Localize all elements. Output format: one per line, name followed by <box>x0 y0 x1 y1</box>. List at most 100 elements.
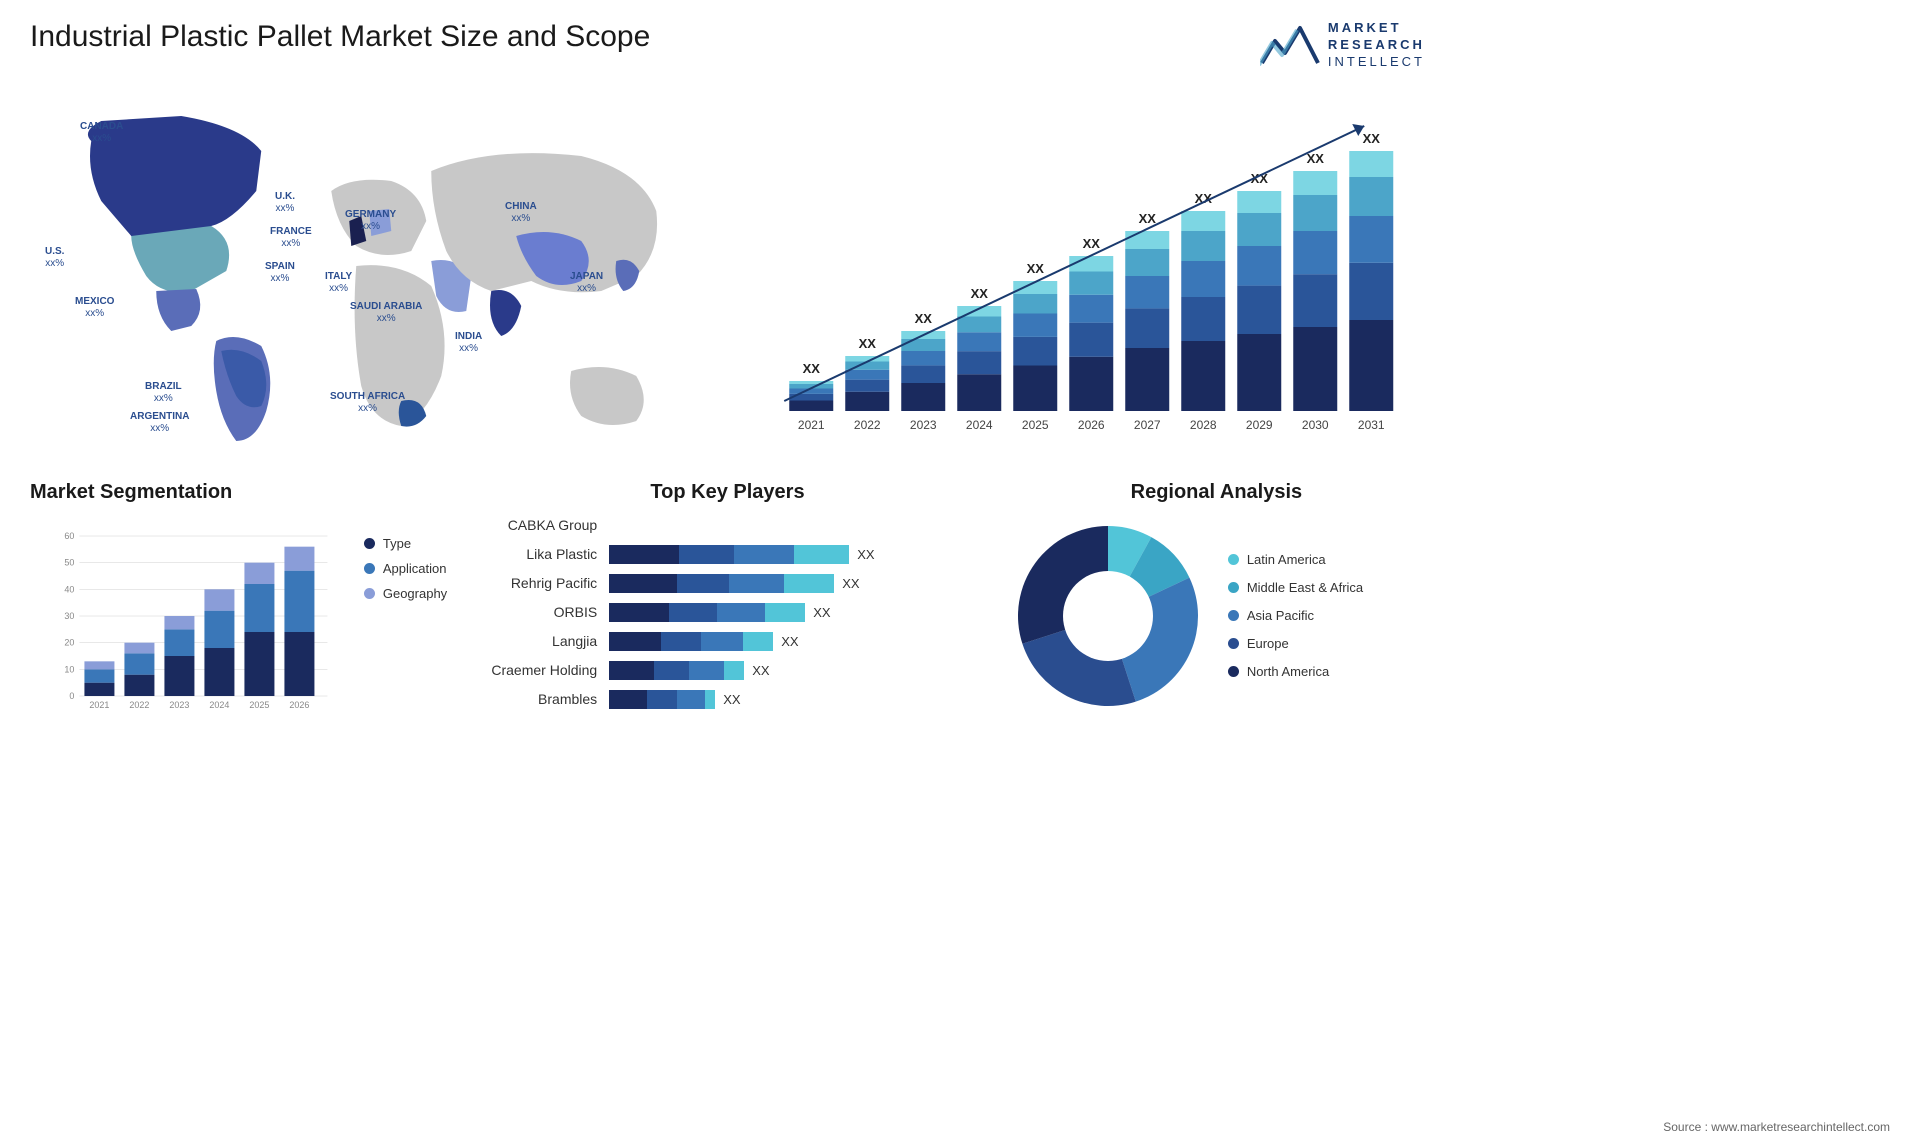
bottom-row: Market Segmentation 0 10 20 30 40 50 60 2021 20… <box>30 481 1425 716</box>
regional-legend-item: Latin America <box>1228 552 1363 567</box>
map-label-france: FRANCExx% <box>270 226 312 250</box>
players-title: Top Key Players <box>477 481 978 504</box>
svg-text:2025: 2025 <box>1021 418 1048 432</box>
player-value: XX <box>813 605 830 620</box>
player-name: CABKA Group <box>477 516 597 535</box>
svg-text:50: 50 <box>64 557 74 567</box>
regional-legend-item: North America <box>1228 664 1363 679</box>
page-title: Industrial Plastic Pallet Market Size an… <box>30 20 650 54</box>
svg-text:2021: 2021 <box>797 418 824 432</box>
map-label-india: INDIAxx% <box>455 331 482 355</box>
map-label-argentina: ARGENTINAxx% <box>130 411 189 435</box>
player-bar <box>609 690 715 709</box>
footer-source: Source : www.marketresearchintellect.com <box>1663 1120 1890 1134</box>
player-name: Langjia <box>477 632 597 651</box>
player-bar <box>609 574 834 593</box>
regional-donut <box>1008 516 1208 716</box>
player-name: Brambles <box>477 690 597 709</box>
player-value: XX <box>723 692 740 707</box>
svg-text:XX: XX <box>1082 236 1100 251</box>
svg-text:XX: XX <box>1138 211 1156 226</box>
map-label-us: U.S.xx% <box>45 246 64 270</box>
svg-text:XX: XX <box>1362 131 1380 146</box>
regional-section: Regional Analysis Latin America Middle Ea… <box>1008 481 1425 716</box>
svg-text:XX: XX <box>1306 151 1324 166</box>
player-row: XX <box>609 690 978 709</box>
svg-text:2024: 2024 <box>209 700 229 710</box>
player-names: CABKA GroupLika PlasticRehrig PacificORB… <box>477 516 597 709</box>
svg-text:XX: XX <box>1026 261 1044 276</box>
svg-text:2022: 2022 <box>853 418 880 432</box>
map-label-germany: GERMANYxx% <box>345 209 396 233</box>
svg-text:0: 0 <box>69 691 74 701</box>
segmentation-chart: 0 10 20 30 40 50 60 2021 2022 2023 2024 2025 2026 <box>30 516 349 716</box>
svg-text:2031: 2031 <box>1357 418 1384 432</box>
map-label-spain: SPAINxx% <box>265 261 295 285</box>
map-label-mexico: MEXICOxx% <box>75 296 114 320</box>
logo: MARKET RESEARCH INTELLECT <box>1260 20 1425 71</box>
svg-text:30: 30 <box>64 611 74 621</box>
player-name: ORBIS <box>477 603 597 622</box>
svg-text:2025: 2025 <box>249 700 269 710</box>
svg-text:2027: 2027 <box>1133 418 1160 432</box>
svg-text:40: 40 <box>64 584 74 594</box>
seg-legend-application: Application <box>364 561 447 576</box>
svg-text:10: 10 <box>64 664 74 674</box>
segmentation-legend: Type Application Geography <box>364 516 447 716</box>
player-row: XX <box>609 603 978 622</box>
svg-text:2026: 2026 <box>289 700 309 710</box>
svg-text:2029: 2029 <box>1245 418 1272 432</box>
logo-icon <box>1260 23 1320 68</box>
logo-text: MARKET RESEARCH INTELLECT <box>1328 20 1425 71</box>
map-label-southafrica: SOUTH AFRICAxx% <box>330 391 405 415</box>
player-bar <box>609 545 849 564</box>
map-usa <box>131 226 229 292</box>
svg-text:2023: 2023 <box>909 418 936 432</box>
map-label-china: CHINAxx% <box>505 201 537 225</box>
regional-title: Regional Analysis <box>1008 481 1425 504</box>
player-row: XX <box>609 545 978 564</box>
map-label-canada: CANADAxx% <box>80 121 123 145</box>
player-row <box>609 516 978 535</box>
map-label-japan: JAPANxx% <box>570 271 603 295</box>
players-section: Top Key Players CABKA GroupLika PlasticR… <box>477 481 978 716</box>
player-value: XX <box>752 663 769 678</box>
regional-legend-item: Europe <box>1228 636 1363 651</box>
player-bar <box>609 632 773 651</box>
regional-legend-item: Asia Pacific <box>1228 608 1363 623</box>
map-india <box>490 290 521 336</box>
svg-text:XX: XX <box>914 311 932 326</box>
regional-legend: Latin America Middle East & Africa Asia Pa… <box>1228 552 1363 679</box>
map-label-saudiarabia: SAUDI ARABIAxx% <box>350 301 422 325</box>
svg-text:2030: 2030 <box>1301 418 1328 432</box>
map-mexico <box>156 289 200 331</box>
svg-text:XX: XX <box>802 361 820 376</box>
player-row: XX <box>609 574 978 593</box>
player-value: XX <box>781 634 798 649</box>
growth-chart-svg: 2021XX2022XX2023XX2024XX2025XX2026XX2027… <box>743 91 1426 451</box>
player-name: Rehrig Pacific <box>477 574 597 593</box>
map-label-italy: ITALYxx% <box>325 271 352 295</box>
player-bar <box>609 603 805 622</box>
svg-text:2023: 2023 <box>169 700 189 710</box>
svg-text:60: 60 <box>64 531 74 541</box>
seg-legend-geography: Geography <box>364 586 447 601</box>
map-label-brazil: BRAZILxx% <box>145 381 182 405</box>
player-value: XX <box>842 576 859 591</box>
svg-text:2022: 2022 <box>129 700 149 710</box>
player-bars: XX XX XX XX XX XX <box>609 516 978 709</box>
player-value: XX <box>857 547 874 562</box>
segmentation-section: Market Segmentation 0 10 20 30 40 50 60 2021 20… <box>30 481 447 716</box>
map-australia <box>570 367 644 425</box>
svg-text:2021: 2021 <box>89 700 109 710</box>
segmentation-title: Market Segmentation <box>30 481 447 504</box>
top-row: CANADAxx% U.S.xx% MEXICOxx% BRAZILxx% ARGENT… <box>30 91 1425 451</box>
world-map: CANADAxx% U.S.xx% MEXICOxx% BRAZILxx% ARGENT… <box>30 91 713 451</box>
svg-text:20: 20 <box>64 637 74 647</box>
map-label-uk: U.K.xx% <box>275 191 295 215</box>
svg-text:XX: XX <box>858 336 876 351</box>
regional-legend-item: Middle East & Africa <box>1228 580 1363 595</box>
svg-text:2028: 2028 <box>1189 418 1216 432</box>
seg-legend-type: Type <box>364 536 447 551</box>
svg-text:2026: 2026 <box>1077 418 1104 432</box>
